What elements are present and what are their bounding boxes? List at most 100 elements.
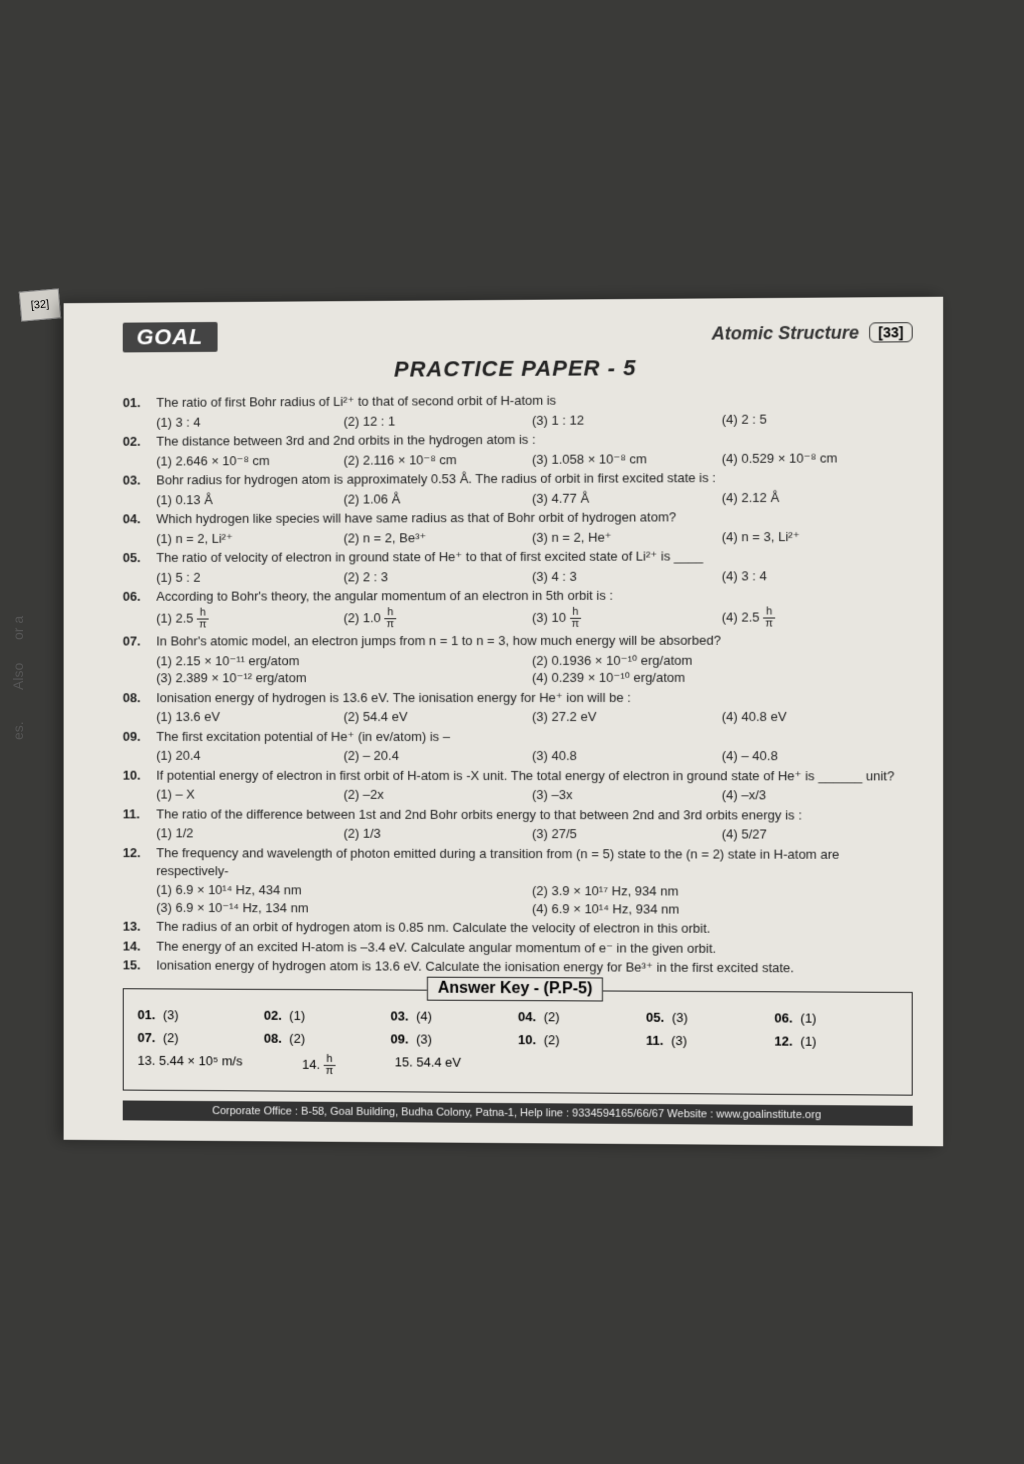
question-number: 08. bbox=[123, 689, 157, 726]
question-number: 06. bbox=[123, 588, 157, 630]
option: (2) 1/3 bbox=[344, 825, 532, 843]
question-body: The ratio of velocity of electron in gro… bbox=[156, 547, 912, 586]
options-row: (1) 6.9 × 10¹⁴ Hz, 434 nm(2) 3.9 × 10¹⁷ … bbox=[156, 881, 912, 918]
option: (3) 27.2 eV bbox=[532, 708, 722, 726]
option: (4) 40.8 eV bbox=[722, 708, 913, 726]
question-number: 14. bbox=[123, 937, 157, 955]
side-page-tab: [32] bbox=[19, 288, 61, 321]
question: 15.Ionisation energy of hydrogen atom is… bbox=[123, 957, 913, 978]
option: (3) 27/5 bbox=[532, 826, 722, 844]
question-text: If potential energy of electron in first… bbox=[156, 767, 912, 785]
chapter-title: Atomic Structure bbox=[712, 322, 859, 344]
answer-cell: 15. 54.4 eV bbox=[395, 1054, 461, 1077]
question-number: 15. bbox=[123, 957, 157, 975]
options-row: (1) – X(2) –2x(3) –3x(4) –x/3 bbox=[156, 786, 912, 805]
option: (4) 2 : 5 bbox=[722, 409, 913, 428]
answer-cell: 07. (2) bbox=[138, 1030, 258, 1046]
question-number: 12. bbox=[123, 844, 157, 916]
answer-key-box: Answer Key - (P.P-5) 01. (3)02. (1)03. (… bbox=[123, 988, 913, 1095]
question-text: Which hydrogen like species will have sa… bbox=[156, 508, 912, 528]
option: (1) 1/2 bbox=[156, 825, 343, 843]
option: (3) –3x bbox=[532, 786, 722, 804]
options-row: (1) 3 : 4(2) 12 : 1(3) 1 : 12(4) 2 : 5 bbox=[156, 409, 912, 431]
paper-title: PRACTICE PAPER - 5 bbox=[123, 353, 913, 384]
answer-row: 01. (3)02. (1)03. (4)04. (2)05. (3)06. (… bbox=[138, 1007, 898, 1026]
options-row: (1) 1/2(2) 1/3(3) 27/5(4) 5/27 bbox=[156, 825, 912, 844]
answer-cell: 05. (3) bbox=[646, 1010, 768, 1026]
question: 02.The distance between 3rd and 2nd orbi… bbox=[123, 429, 913, 470]
option: (2) 3.9 × 10¹⁷ Hz, 934 nm bbox=[532, 882, 913, 901]
question-body: The first excitation potential of He⁺ (i… bbox=[156, 728, 912, 765]
question-text: The radius of an orbit of hydrogen atom … bbox=[156, 918, 912, 938]
question-text: According to Bohr's theory, the angular … bbox=[156, 587, 912, 606]
question: 12.The frequency and wavelength of photo… bbox=[123, 844, 913, 918]
question: 01.The ratio of first Bohr radius of Li²… bbox=[123, 390, 913, 431]
option: (4) 6.9 × 10¹⁴ Hz, 934 nm bbox=[532, 900, 913, 919]
question: 07.In Bohr's atomic model, an electron j… bbox=[123, 631, 913, 687]
option: (2) n = 2, Be³⁺ bbox=[344, 529, 532, 547]
question-number: 11. bbox=[123, 805, 157, 842]
question: 11.The ratio of the difference between 1… bbox=[123, 805, 913, 844]
answer-cell: 12. (1) bbox=[775, 1033, 898, 1049]
option: (3) 4.77 Å bbox=[532, 489, 722, 507]
page-number: [33] bbox=[869, 322, 912, 342]
question-text: The ratio of velocity of electron in gro… bbox=[156, 547, 912, 567]
option: (3) n = 2, He⁺ bbox=[532, 528, 722, 546]
question-text: Bohr radius for hydrogen atom is approxi… bbox=[156, 468, 912, 489]
questions-list: 01.The ratio of first Bohr radius of Li²… bbox=[123, 390, 913, 978]
question: 04.Which hydrogen like species will have… bbox=[123, 508, 913, 548]
question-number: 13. bbox=[123, 918, 157, 936]
options-row: (1) n = 2, Li²⁺(2) n = 2, Be³⁺(3) n = 2,… bbox=[156, 527, 912, 547]
option: (3) 2.389 × 10⁻¹² erg/atom bbox=[156, 669, 532, 687]
option: (1) 20.4 bbox=[156, 747, 343, 765]
option: (2) 12 : 1 bbox=[344, 411, 532, 430]
question: 08.Ionisation energy of hydrogen is 13.6… bbox=[123, 688, 913, 725]
option: (1) – X bbox=[156, 786, 343, 804]
publisher-logo: GOAL bbox=[123, 322, 217, 352]
option: (4) 0.529 × 10⁻⁸ cm bbox=[722, 449, 913, 468]
option: (3) 1 : 12 bbox=[532, 410, 722, 429]
question-text: Ionisation energy of hydrogen atom is 13… bbox=[156, 957, 912, 978]
margin-text: es. bbox=[10, 721, 26, 740]
question-body: The ratio of the difference between 1st … bbox=[156, 805, 912, 843]
option: (1) 2.15 × 10⁻¹¹ erg/atom bbox=[156, 652, 532, 670]
answer-cell: 01. (3) bbox=[138, 1007, 258, 1023]
option: (4) 0.239 × 10⁻¹⁰ erg/atom bbox=[532, 669, 913, 687]
option: (3) 10 hπ bbox=[532, 607, 722, 630]
options-row: (1) 20.4(2) – 20.4(3) 40.8(4) – 40.8 bbox=[156, 747, 912, 765]
question-number: 07. bbox=[123, 633, 157, 687]
question: 03.Bohr radius for hydrogen atom is appr… bbox=[123, 468, 913, 508]
option: (4) 2.5 hπ bbox=[722, 606, 913, 629]
footer-bar: Corporate Office : B-58, Goal Building, … bbox=[123, 1100, 913, 1125]
option: (1) 0.13 Å bbox=[156, 490, 343, 508]
question-text: The frequency and wavelength of photon e… bbox=[156, 844, 912, 881]
option: (1) n = 2, Li²⁺ bbox=[156, 529, 343, 547]
options-row: (1) 5 : 2(2) 2 : 3(3) 4 : 3(4) 3 : 4 bbox=[156, 567, 912, 586]
option: (2) – 20.4 bbox=[344, 747, 532, 765]
answer-cell: 04. (2) bbox=[518, 1009, 640, 1025]
option: (1) 2.646 × 10⁻⁸ cm bbox=[156, 451, 343, 469]
option: (1) 6.9 × 10¹⁴ Hz, 434 nm bbox=[156, 881, 532, 900]
question-number: 05. bbox=[123, 549, 157, 586]
question-text: The energy of an excited H-atom is –3.4 … bbox=[156, 937, 912, 958]
question-number: 04. bbox=[123, 511, 157, 548]
answer-cell: 10. (2) bbox=[518, 1032, 640, 1048]
answer-cell: 09. (3) bbox=[391, 1031, 512, 1047]
option: (4) n = 3, Li²⁺ bbox=[722, 527, 913, 545]
answer-cell: 06. (1) bbox=[775, 1010, 898, 1026]
question-number: 09. bbox=[123, 728, 157, 765]
question: 05.The ratio of velocity of electron in … bbox=[123, 547, 913, 586]
option: (2) 2 : 3 bbox=[344, 568, 532, 586]
page-content: GOAL Atomic Structure [33] PRACTICE PAPE… bbox=[64, 297, 944, 1146]
question-number: 10. bbox=[123, 767, 157, 804]
option: (2) 54.4 eV bbox=[344, 708, 532, 726]
answer-cell: 11. (3) bbox=[646, 1033, 768, 1049]
option: (3) 1.058 × 10⁻⁸ cm bbox=[532, 450, 722, 468]
option: (1) 2.5 hπ bbox=[156, 607, 343, 630]
question-body: The radius of an orbit of hydrogen atom … bbox=[156, 918, 912, 938]
options-row: (1) 2.5 hπ(2) 1.0 hπ(3) 10 hπ(4) 2.5 hπ bbox=[156, 606, 912, 630]
answer-cell: 14. hπ bbox=[302, 1054, 335, 1077]
question-body: According to Bohr's theory, the angular … bbox=[156, 587, 912, 631]
question-body: The energy of an excited H-atom is –3.4 … bbox=[156, 937, 912, 958]
margin-text: or a bbox=[10, 616, 26, 640]
